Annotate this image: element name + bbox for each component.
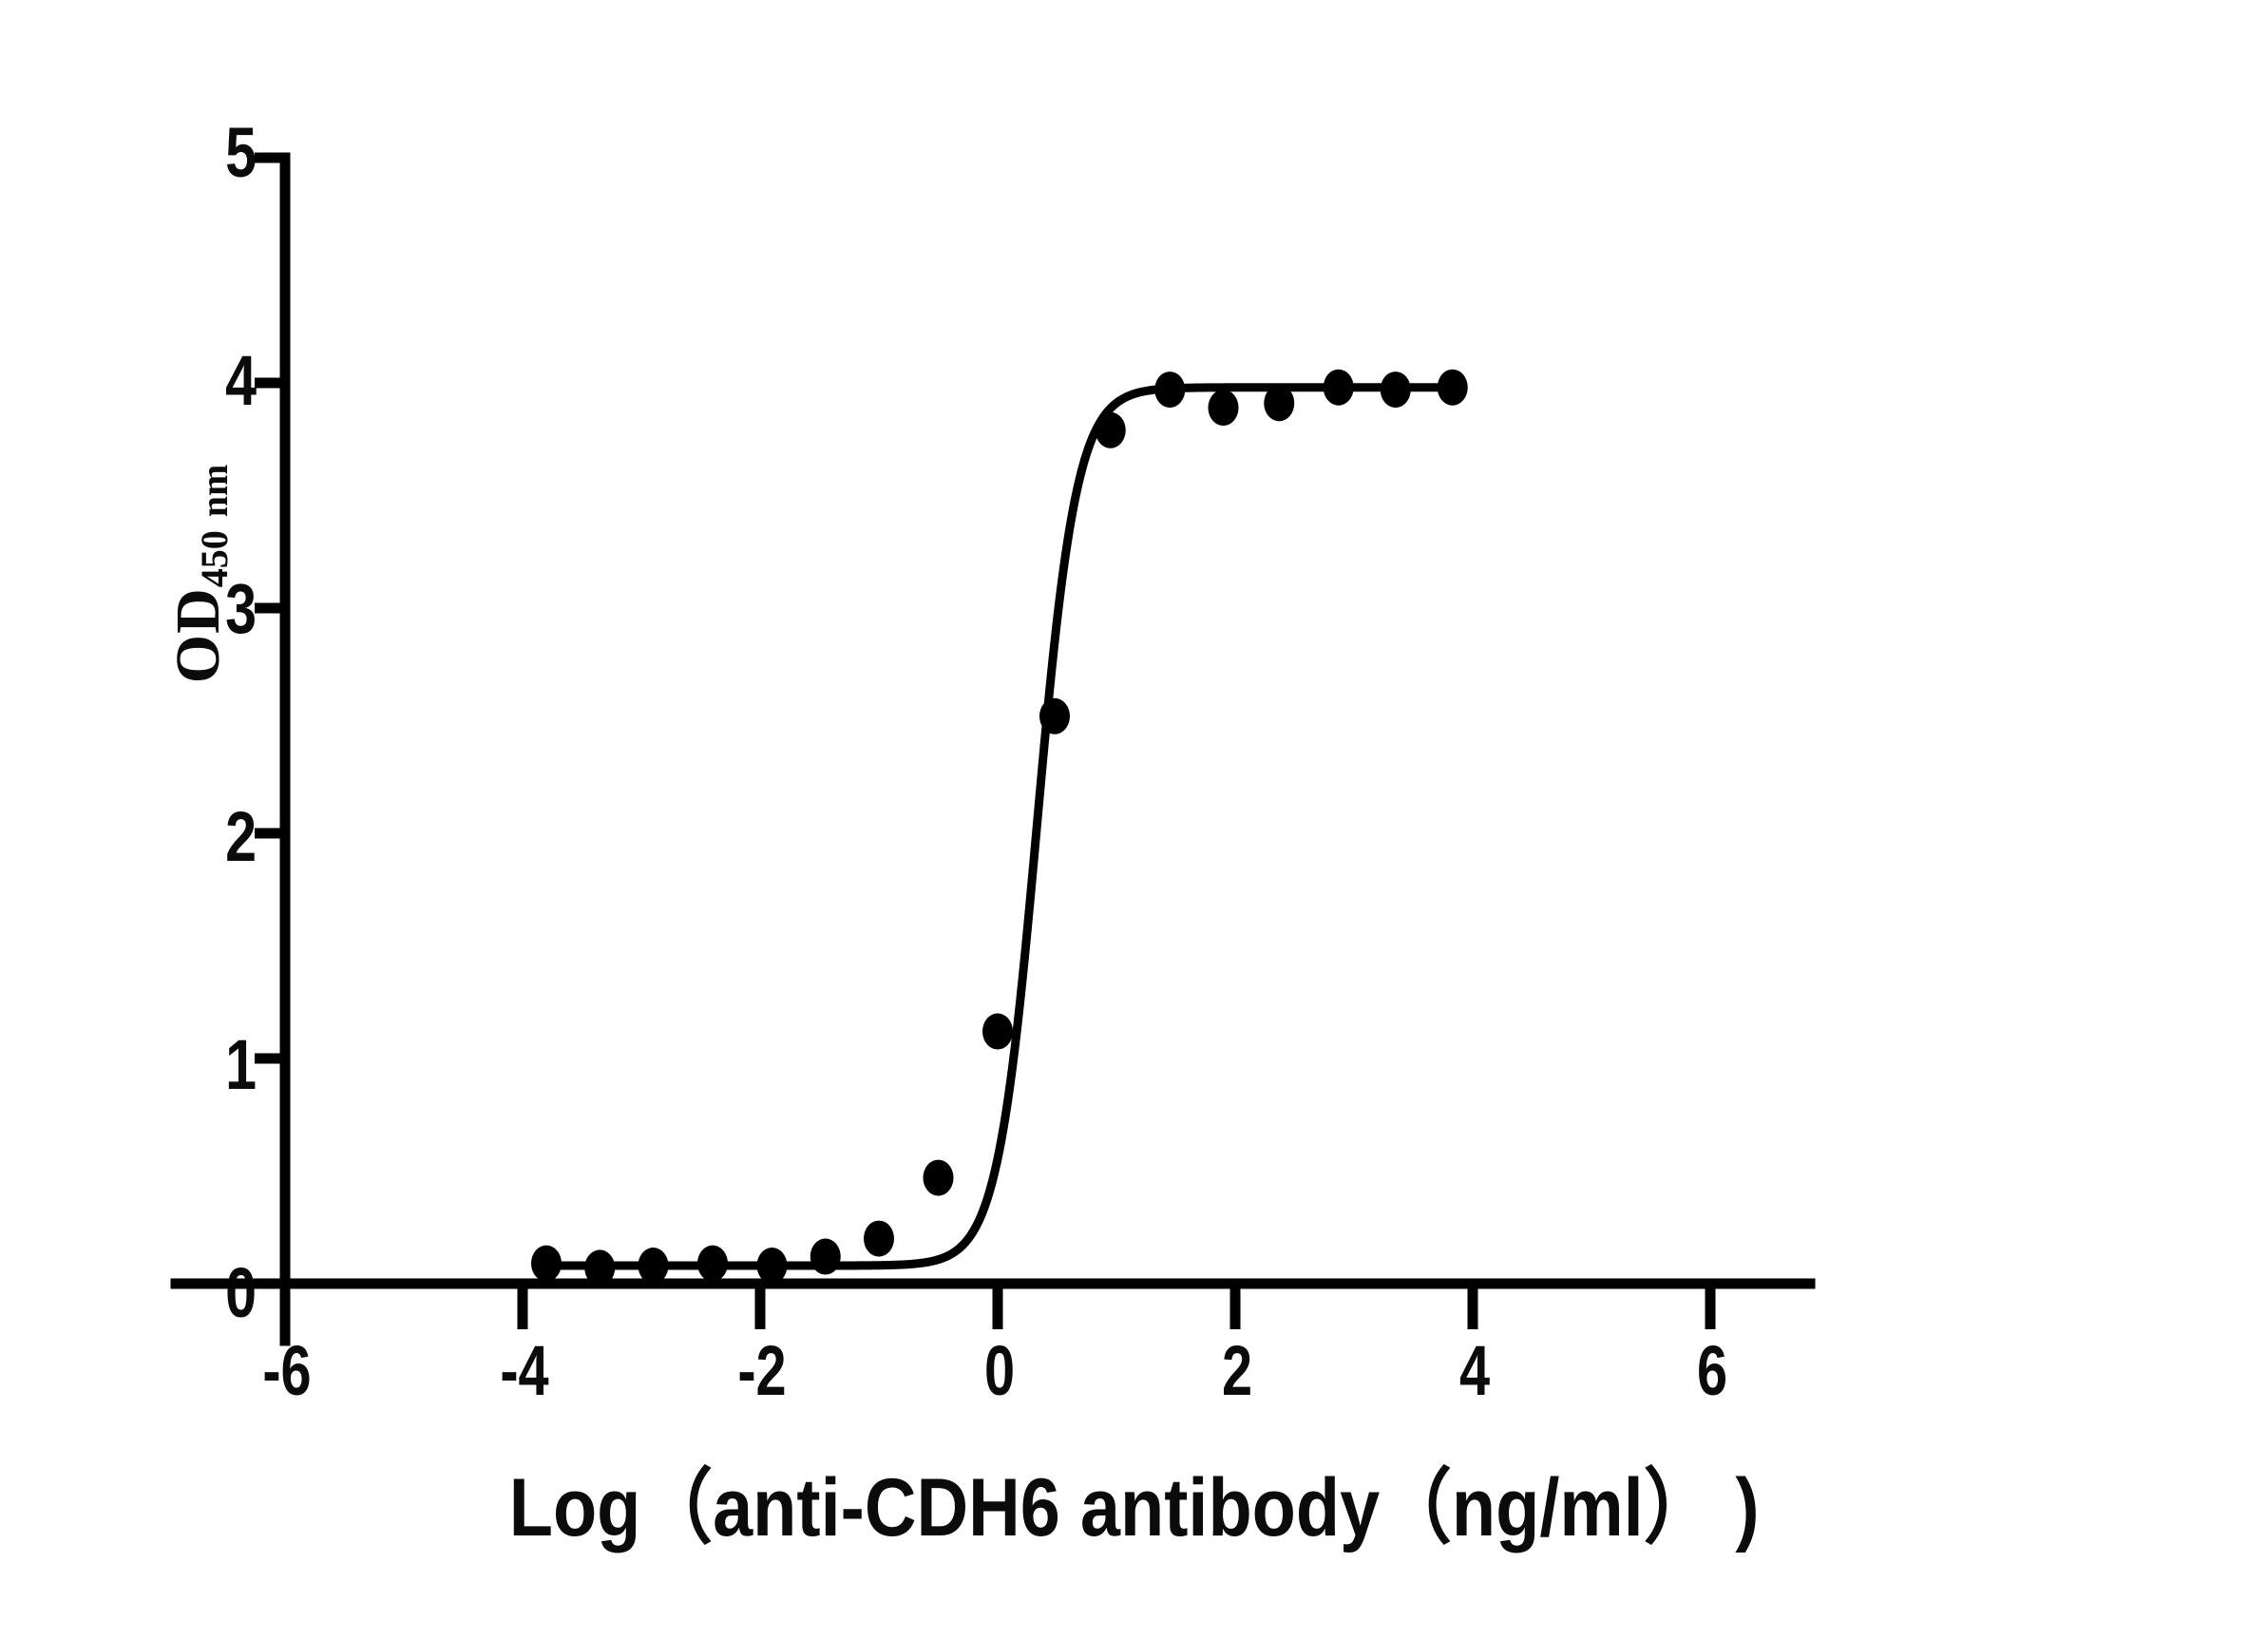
x-axis-ticks	[279, 1284, 1716, 1329]
data-point	[697, 1245, 728, 1282]
data-point	[756, 1248, 788, 1285]
data-point	[1264, 385, 1295, 422]
x-tick-label-0: 0	[983, 1331, 1016, 1410]
axis-layer	[170, 152, 1816, 1346]
y-tick-label-1: 1	[225, 1025, 257, 1104]
y-axis-ticks	[255, 152, 285, 1064]
y-tick-label-2: 2	[225, 797, 257, 876]
data-point	[1208, 390, 1239, 427]
data-point	[864, 1220, 894, 1257]
data-point	[810, 1238, 841, 1275]
data-point	[1039, 697, 1070, 734]
data-point	[1323, 369, 1354, 406]
data-point-group	[531, 369, 1468, 1286]
x-axis-title-text: Log（anti-CDH6 antibody（ng/ml） )	[508, 1462, 1760, 1553]
data-point	[1437, 369, 1468, 406]
y-tick-label-0: 0	[225, 1253, 257, 1332]
fit-curve	[542, 383, 1458, 1270]
x-tick-label-4: 4	[1458, 1331, 1491, 1410]
x-tick-label-6: 6	[1696, 1331, 1728, 1410]
data-point	[923, 1159, 954, 1196]
data-point	[1154, 372, 1186, 409]
data-point	[1380, 372, 1411, 409]
data-point	[1095, 411, 1126, 448]
data-point	[531, 1245, 562, 1282]
y-tick-label-5: 5	[225, 113, 257, 192]
data-point	[638, 1248, 669, 1285]
y-tick-label-3: 3	[225, 569, 257, 648]
data-point	[982, 1013, 1013, 1050]
y-tick-label-4: 4	[225, 341, 257, 420]
x-tick-label-2: 2	[1221, 1331, 1253, 1410]
data-point	[584, 1249, 616, 1286]
x-tick-label-minus2: -2	[737, 1331, 787, 1410]
x-axis-title: Log（anti-CDH6 antibody（ng/ml） )	[0, 1440, 2268, 1559]
x-tick-label-minus4: -4	[500, 1331, 549, 1410]
